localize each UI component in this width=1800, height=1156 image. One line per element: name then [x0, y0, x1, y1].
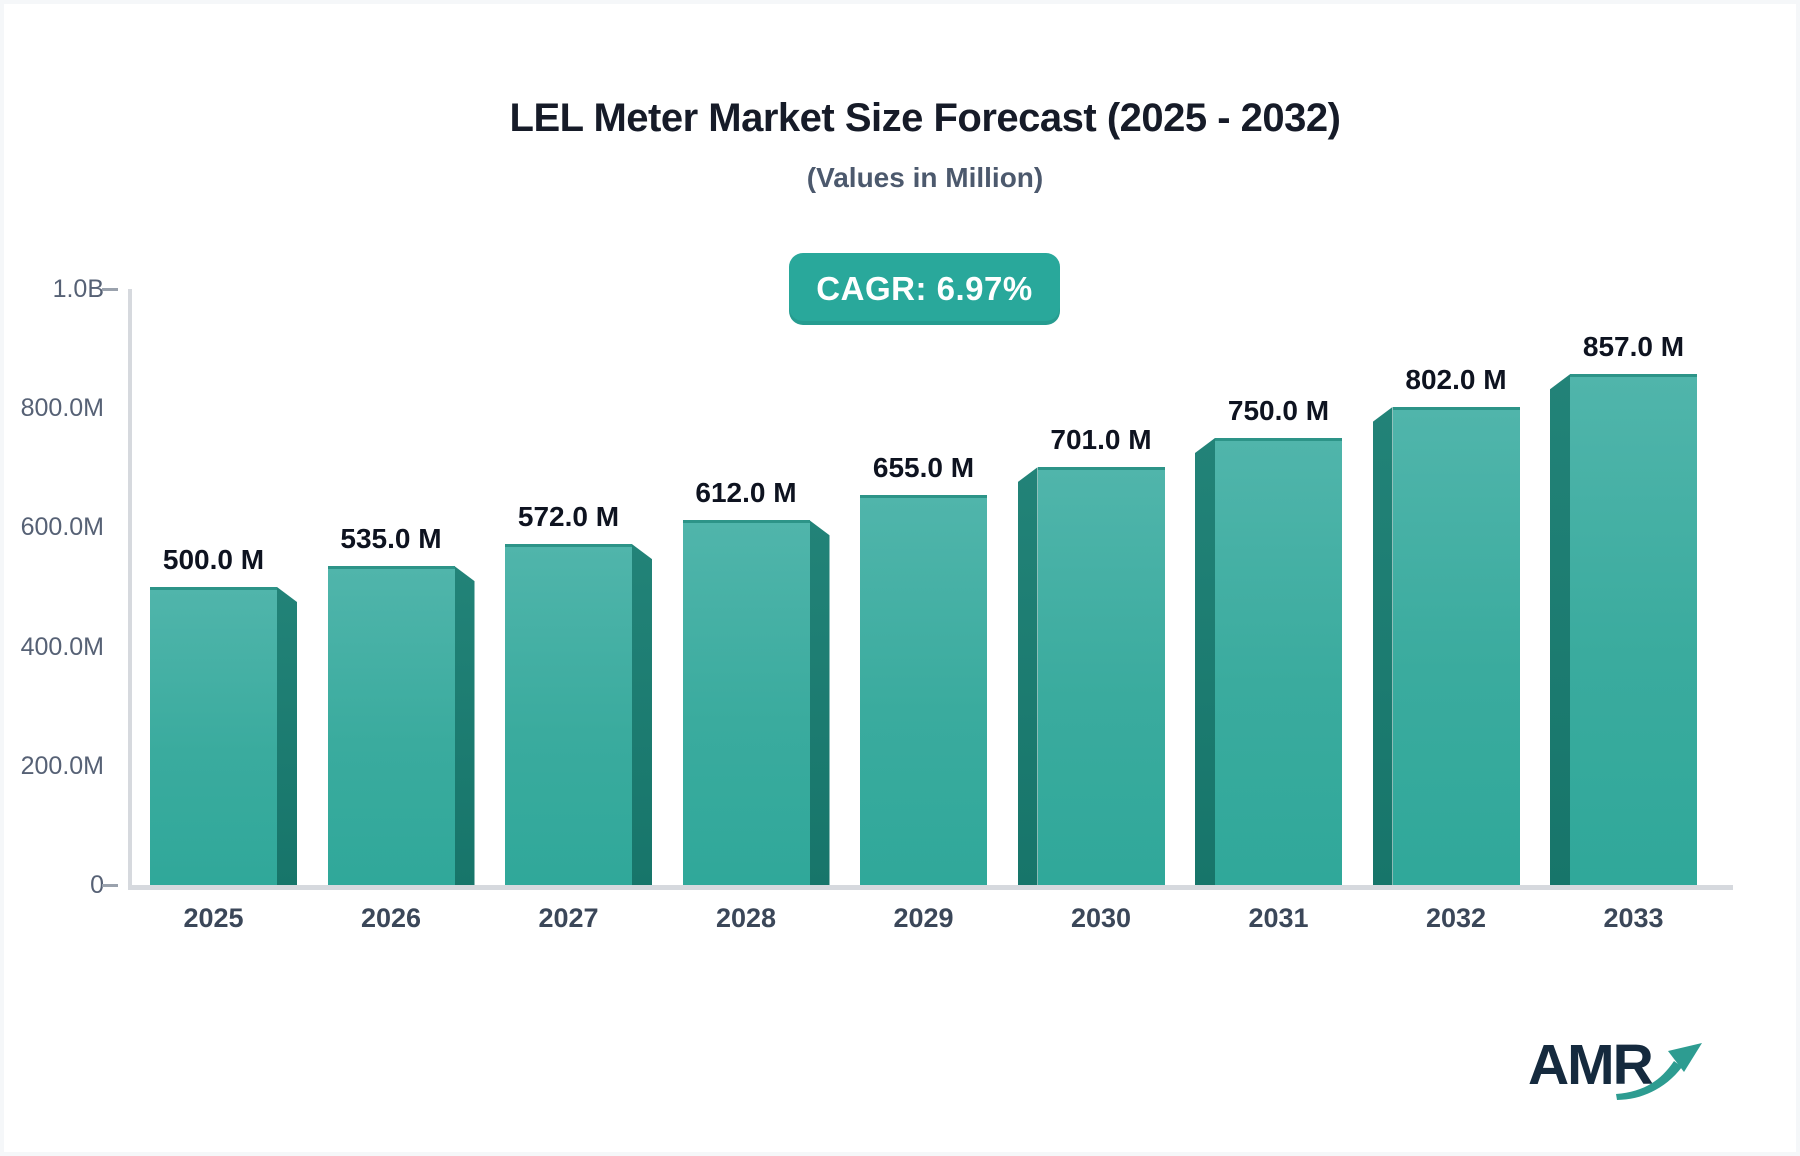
y-tick-dash	[102, 883, 118, 887]
y-tick-label: 400.0M	[20, 632, 104, 661]
bar-side-face	[1372, 407, 1393, 885]
bar-side-face	[1195, 438, 1215, 885]
bar-side-face	[454, 566, 475, 885]
bar-2031	[1215, 438, 1342, 885]
cagr-badge-label: CAGR: 6.97%	[816, 270, 1033, 307]
y-axis-line	[128, 289, 132, 890]
amr-logo-text: AMR	[1528, 1033, 1654, 1097]
x-tick-label: 2025	[183, 903, 244, 933]
bar-2032	[1392, 407, 1520, 885]
bar-2027	[505, 544, 632, 885]
bar-value-label: 750.0 M	[1227, 395, 1330, 426]
bar-2029	[860, 494, 987, 885]
x-tick-label: 2031	[1248, 903, 1309, 933]
bar-side-face	[809, 520, 830, 885]
bar-side-face	[1017, 467, 1038, 885]
bar-side-face	[277, 587, 297, 885]
y-tick-dash	[102, 287, 118, 291]
y-tick-label: 800.0M	[20, 394, 104, 423]
y-tick-label: 0	[90, 871, 104, 899]
x-tick-label: 2028	[715, 903, 777, 933]
bar-value-label: 612.0 M	[695, 477, 797, 509]
bar-2026	[327, 566, 455, 885]
chart-subtitle: (Values in Million)	[806, 162, 1044, 193]
bar-value-label: 500.0 M	[162, 544, 265, 575]
growth-arrow-icon	[1616, 1043, 1702, 1100]
bar-2025	[150, 587, 277, 885]
x-tick-label: 2030	[1070, 903, 1132, 933]
chart-title: LEL Meter Market Size Forecast (2025 - 2…	[509, 96, 1341, 140]
bar-value-label: 572.0 M	[517, 501, 620, 533]
cagr-badge: CAGR: 6.97%	[789, 253, 1060, 325]
bar-2033	[1570, 374, 1697, 885]
bar-side-face	[1550, 374, 1570, 885]
x-tick-label: 2027	[538, 903, 599, 933]
bar-side-face	[632, 544, 652, 885]
amr-logo: AMR	[1528, 1032, 1728, 1104]
bar-value-label: 802.0 M	[1405, 364, 1507, 395]
bar-value-label: 857.0 M	[1582, 331, 1685, 363]
y-tick-label: 600.0M	[20, 513, 104, 542]
y-tick-label: 200.0M	[20, 751, 104, 780]
x-tick-label: 2033	[1603, 903, 1664, 933]
x-tick-label: 2029	[893, 903, 954, 933]
bar-2030	[1037, 467, 1165, 885]
bar-value-label: 535.0 M	[340, 523, 442, 555]
bar-value-label: 655.0 M	[872, 451, 975, 483]
bar-2028	[682, 520, 810, 885]
x-tick-label: 2026	[360, 903, 422, 933]
y-tick-label: 1.0B	[52, 275, 104, 303]
x-tick-label: 2032	[1425, 903, 1487, 933]
bar-value-label: 701.0 M	[1050, 424, 1152, 456]
x-axis-line	[128, 885, 1733, 890]
